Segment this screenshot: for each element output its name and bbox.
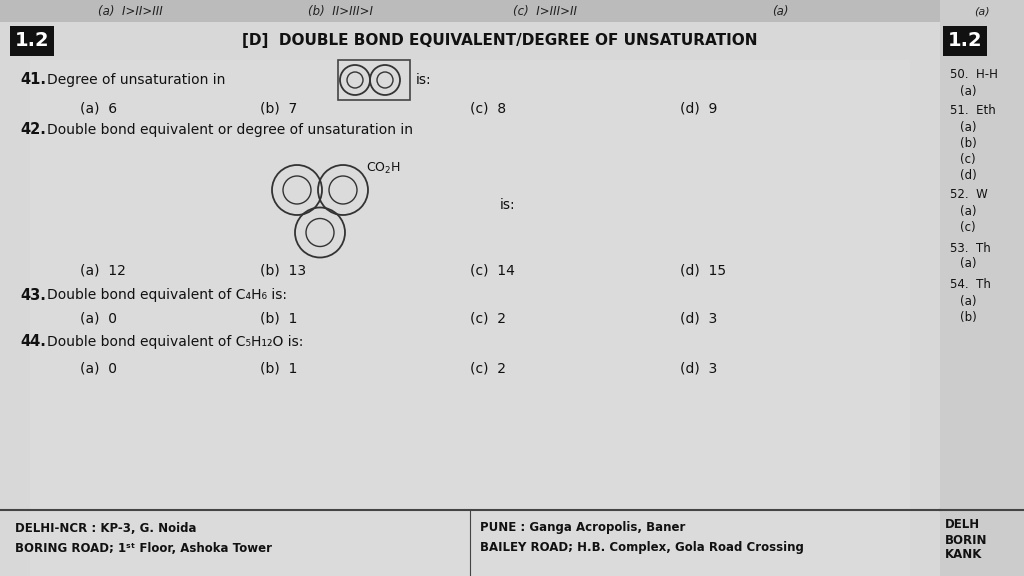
Text: (a): (a) [961,206,977,218]
Text: 43.: 43. [20,287,46,302]
Text: (b)  13: (b) 13 [260,263,306,277]
Text: 51.  Eth: 51. Eth [950,104,995,116]
Bar [0,0,940,22]
Text: (d)  15: (d) 15 [680,263,726,277]
Text: 50.  H-H: 50. H-H [950,69,997,81]
Text: 42.: 42. [20,123,46,138]
Text: (a)  0: (a) 0 [80,311,117,325]
Text: (d)  3: (d) 3 [680,311,717,325]
Text: (a): (a) [974,6,990,16]
Text: PUNE : Ganga Acropolis, Baner: PUNE : Ganga Acropolis, Baner [480,521,685,535]
Text: (a)  6: (a) 6 [80,101,117,115]
Bar [30,0,910,576]
Text: Double bond equivalent of C₄H₆ is:: Double bond equivalent of C₄H₆ is: [47,288,287,302]
Text: (b): (b) [961,310,977,324]
Text: (d): (d) [961,169,977,181]
Text: (b)  7: (b) 7 [260,101,297,115]
Text: (a): (a) [961,257,977,271]
Text: 54.  Th: 54. Th [950,279,991,291]
Text: BORING ROAD; 1ˢᵗ Floor, Ashoka Tower: BORING ROAD; 1ˢᵗ Floor, Ashoka Tower [15,541,272,555]
Text: BORIN: BORIN [945,533,987,547]
Text: is:: is: [416,73,432,87]
Text: DELHI-NCR : KP-3, G. Noida: DELHI-NCR : KP-3, G. Noida [15,521,197,535]
FancyBboxPatch shape [943,26,987,56]
Bar [940,0,1024,576]
Text: (a)  0: (a) 0 [80,361,117,375]
Text: (c): (c) [961,153,976,165]
Text: 52.  W: 52. W [950,188,988,202]
Text: Double bond equivalent or degree of unsaturation in: Double bond equivalent or degree of unsa… [47,123,413,137]
Text: (c): (c) [961,222,976,234]
Text: 1.2: 1.2 [947,32,982,51]
FancyBboxPatch shape [10,26,54,56]
Text: (b): (b) [961,137,977,150]
Text: DELH: DELH [945,518,980,532]
Bar [0,22,940,60]
Text: (c)  8: (c) 8 [470,101,506,115]
Text: (a)  I>II>III: (a) I>II>III [97,5,163,17]
Text: (b)  1: (b) 1 [260,311,297,325]
Text: (a): (a) [961,294,977,308]
Text: (c)  14: (c) 14 [470,263,515,277]
Text: (d)  9: (d) 9 [680,101,718,115]
Text: (d)  3: (d) 3 [680,361,717,375]
Text: 1.2: 1.2 [14,32,49,51]
Text: Double bond equivalent of C₅H₁₂O is:: Double bond equivalent of C₅H₁₂O is: [47,335,303,349]
Text: (a): (a) [961,120,977,134]
Text: [D]  DOUBLE BOND EQUIVALENT/DEGREE OF UNSATURATION: [D] DOUBLE BOND EQUIVALENT/DEGREE OF UNS… [243,33,758,48]
Text: KANK: KANK [945,548,982,562]
Text: (c)  2: (c) 2 [470,361,506,375]
Text: BAILEY ROAD; H.B. Complex, Gola Road Crossing: BAILEY ROAD; H.B. Complex, Gola Road Cro… [480,541,804,555]
Text: (c)  2: (c) 2 [470,311,506,325]
Text: 44.: 44. [20,335,46,350]
Text: 53.  Th: 53. Th [950,241,991,255]
Text: Degree of unsaturation in: Degree of unsaturation in [47,73,225,87]
Text: (c)  I>III>II: (c) I>III>II [513,5,577,17]
Text: is:: is: [500,198,516,212]
Text: (a): (a) [961,85,977,98]
Text: CO$_2$H: CO$_2$H [366,161,400,176]
Text: (a)  12: (a) 12 [80,263,126,277]
Text: (a): (a) [772,5,788,17]
Text: 41.: 41. [20,73,46,88]
Text: (b)  II>III>I: (b) II>III>I [307,5,373,17]
Text: (b)  1: (b) 1 [260,361,297,375]
